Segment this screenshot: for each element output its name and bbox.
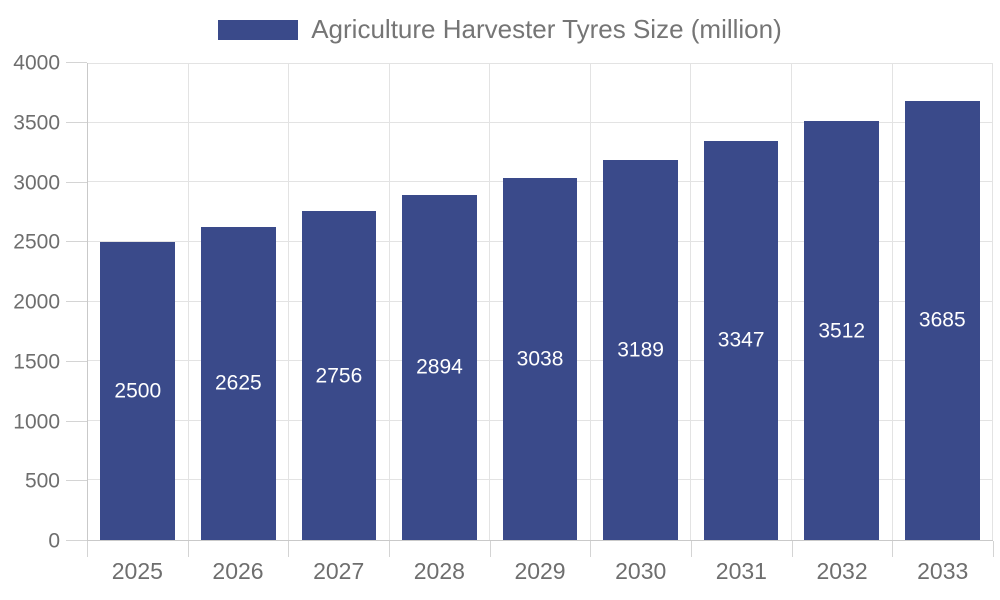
band-2031: 3347 bbox=[691, 63, 792, 540]
bar-value-label: 3512 bbox=[818, 319, 866, 343]
band-2026: 2625 bbox=[189, 63, 290, 540]
legend: Agriculture Harvester Tyres Size (millio… bbox=[0, 14, 1000, 45]
y-tick-label: 1500 bbox=[13, 350, 60, 374]
x-tick-label: 2027 bbox=[313, 558, 365, 584]
bar-2028[interactable]: 2894 bbox=[402, 194, 477, 540]
y-tick-mark bbox=[66, 480, 87, 482]
legend-swatch-icon bbox=[218, 19, 299, 40]
legend-item[interactable]: Agriculture Harvester Tyres Size (millio… bbox=[218, 14, 782, 45]
x-tick-mark bbox=[993, 541, 994, 557]
x-tick-label: 2031 bbox=[715, 558, 767, 584]
x-tick-label: 2028 bbox=[413, 558, 465, 584]
x-tick-mark bbox=[892, 541, 894, 557]
band-2030: 3189 bbox=[591, 63, 692, 540]
bar-value-label: 3347 bbox=[717, 328, 765, 352]
y-tick-mark bbox=[66, 540, 87, 541]
bar-value-label: 3038 bbox=[516, 347, 564, 371]
y-tick-mark bbox=[66, 121, 87, 123]
y-tick-mark bbox=[66, 181, 87, 183]
band-2025: 2500 bbox=[88, 63, 189, 540]
x-tick-label: 2033 bbox=[917, 558, 969, 584]
band-2032: 3512 bbox=[792, 63, 893, 540]
x-tick-mark bbox=[489, 541, 491, 557]
y-tick-label: 3000 bbox=[13, 171, 60, 194]
bar-2033[interactable]: 3685 bbox=[904, 100, 980, 540]
x-tick-label: 2029 bbox=[514, 558, 566, 584]
band-2033: 3685 bbox=[893, 63, 994, 540]
x-tick-mark bbox=[791, 541, 793, 557]
bar-2026[interactable]: 2625 bbox=[201, 226, 276, 540]
x-tick-label: 2032 bbox=[816, 558, 868, 584]
x-tick-label: 2030 bbox=[615, 558, 667, 584]
y-tick-label: 4000 bbox=[13, 51, 60, 75]
bar-value-label: 3189 bbox=[617, 338, 664, 362]
bar-value-label: 2756 bbox=[315, 364, 363, 388]
bar-2027[interactable]: 2756 bbox=[301, 211, 377, 540]
x-axis-labels: 2025 2026 2027 2028 2029 2030 2031 2032 2033 bbox=[87, 558, 993, 584]
bars-container: 2500 2625 2756 2894 3038 3189 3347 3512 3685 bbox=[88, 63, 994, 540]
x-tick-mark bbox=[590, 541, 592, 557]
x-tick-label: 2025 bbox=[111, 558, 163, 584]
bar-value-label: 2625 bbox=[214, 371, 262, 395]
x-tick-label: 2026 bbox=[212, 558, 264, 584]
plot-area: 2500 2625 2756 2894 3038 3189 3347 3512 3685 bbox=[87, 63, 994, 541]
y-tick-label: 0 bbox=[48, 529, 60, 553]
x-tick-mark bbox=[187, 541, 189, 557]
y-tick-mark bbox=[66, 301, 87, 302]
bar-2029[interactable]: 3038 bbox=[502, 177, 578, 540]
y-axis-ticks bbox=[66, 62, 87, 541]
bar-value-label: 3685 bbox=[918, 308, 966, 332]
y-tick-label: 2500 bbox=[13, 230, 60, 254]
y-tick-label: 3500 bbox=[13, 111, 60, 135]
y-tick-mark bbox=[66, 360, 87, 362]
bar-2030[interactable]: 3189 bbox=[603, 159, 678, 540]
y-tick-mark bbox=[66, 241, 87, 243]
x-tick-mark bbox=[87, 541, 88, 557]
y-tick-mark bbox=[66, 420, 87, 422]
bar-2025[interactable]: 2500 bbox=[100, 241, 176, 540]
y-tick-label: 1000 bbox=[13, 410, 60, 433]
y-axis-labels: 0 500 1000 1500 2000 2500 3000 3500 4000 bbox=[0, 53, 60, 552]
x-axis-ticks bbox=[87, 541, 994, 557]
band-2029: 3038 bbox=[490, 63, 591, 540]
gridline-4000 bbox=[88, 63, 993, 64]
bar-2031[interactable]: 3347 bbox=[703, 140, 779, 540]
band-2028: 2894 bbox=[390, 63, 491, 540]
y-tick-label: 2000 bbox=[13, 290, 60, 314]
x-tick-mark bbox=[690, 541, 692, 557]
y-tick-label: 500 bbox=[24, 469, 60, 493]
bar-value-label: 2500 bbox=[114, 379, 162, 403]
bar-value-label: 2894 bbox=[416, 355, 463, 379]
y-tick-mark bbox=[66, 62, 87, 63]
legend-label: Agriculture Harvester Tyres Size (millio… bbox=[311, 14, 782, 44]
band-2027: 2756 bbox=[289, 63, 390, 540]
x-tick-mark bbox=[388, 541, 390, 557]
bar-2032[interactable]: 3512 bbox=[804, 121, 880, 540]
gridline-3500 bbox=[88, 121, 993, 123]
x-tick-mark bbox=[288, 541, 290, 557]
